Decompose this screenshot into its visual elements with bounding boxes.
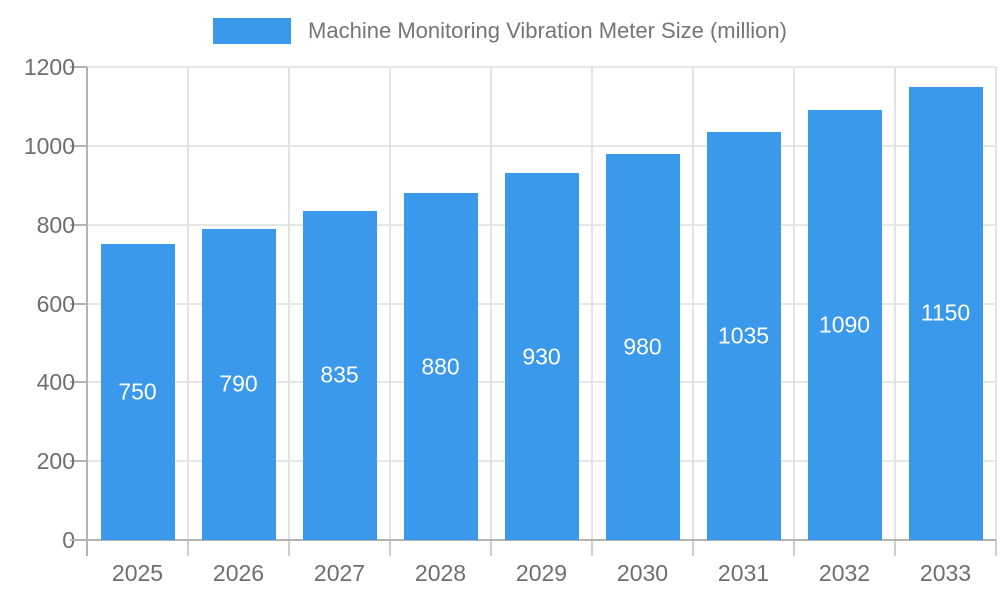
bar-value-label: 880 <box>421 353 460 380</box>
bar-value-label: 750 <box>118 378 157 405</box>
x-axis-tick-label: 2030 <box>616 560 669 586</box>
x-axis-tick <box>187 540 189 556</box>
y-axis-tick-label: 800 <box>36 211 75 238</box>
x-axis-tick-label: 2032 <box>818 560 871 586</box>
x-axis-tick-label: 2027 <box>313 560 366 586</box>
grid-line-vertical <box>894 67 896 540</box>
bar-value-label: 930 <box>522 343 561 370</box>
y-axis-tick-label: 600 <box>36 290 75 317</box>
y-axis-tick <box>70 144 87 147</box>
chart-legend[interactable]: Machine Monitoring Vibration Meter Size … <box>0 16 1000 46</box>
x-axis-line <box>70 539 996 541</box>
grid-line-horizontal <box>87 144 996 147</box>
x-axis-tick <box>288 540 290 556</box>
grid-line-vertical <box>187 67 189 540</box>
grid-line-horizontal <box>87 66 996 68</box>
y-axis-tick <box>70 66 87 68</box>
y-axis-line <box>86 67 88 556</box>
x-axis-tick-label: 2031 <box>717 560 770 586</box>
x-axis-tick-label: 2028 <box>414 560 467 586</box>
x-axis-tick <box>995 540 997 556</box>
x-axis-tick <box>793 540 795 556</box>
bar-value-label: 835 <box>320 361 359 388</box>
grid-line-vertical <box>490 67 492 540</box>
grid-line-vertical <box>692 67 694 540</box>
grid-line-vertical <box>591 67 593 540</box>
bar-value-label: 1090 <box>818 311 871 338</box>
x-axis-tick <box>692 540 694 556</box>
bar-value-label: 790 <box>219 370 258 397</box>
bar-2025: 750 <box>100 244 175 540</box>
bar-2028: 880 <box>403 193 478 540</box>
bar-value-label: 1035 <box>717 322 770 349</box>
bar-2029: 930 <box>504 173 579 540</box>
x-axis-tick <box>389 540 391 556</box>
grid-line-vertical <box>793 67 795 540</box>
y-axis-tick <box>70 302 87 305</box>
x-axis-tick-label: 2033 <box>919 560 972 586</box>
y-axis-tick <box>70 460 87 463</box>
y-axis-tick <box>70 381 87 384</box>
grid-line-vertical <box>389 67 391 540</box>
bar-2026: 790 <box>201 228 276 540</box>
x-axis-tick <box>894 540 896 556</box>
y-axis-tick-label: 400 <box>36 369 75 396</box>
x-axis-tick-label: 2029 <box>515 560 568 586</box>
grid-line-vertical <box>288 67 290 540</box>
legend-swatch[interactable] <box>213 18 292 44</box>
bar-value-label: 980 <box>623 333 662 360</box>
bar-value-label: 1150 <box>920 299 971 326</box>
grid-line-vertical <box>995 67 997 540</box>
bar-2033: 1150 <box>908 86 983 540</box>
y-axis-tick-label: 0 <box>62 527 75 553</box>
bar-2030: 980 <box>605 153 680 540</box>
x-axis-tick <box>591 540 593 556</box>
y-axis-tick-label: 1000 <box>23 132 75 159</box>
x-axis-tick-label: 2025 <box>111 560 164 586</box>
bar-2032: 1090 <box>807 110 882 540</box>
x-axis-tick <box>490 540 492 556</box>
bar-2031: 1035 <box>706 132 781 540</box>
legend-series-label[interactable]: Machine Monitoring Vibration Meter Size … <box>308 18 787 43</box>
y-axis-tick <box>70 223 87 226</box>
y-axis-tick-label: 200 <box>36 448 75 475</box>
x-axis-tick-label: 2026 <box>212 560 265 586</box>
bar-2027: 835 <box>302 210 377 540</box>
y-axis-tick-label: 1200 <box>23 54 75 80</box>
